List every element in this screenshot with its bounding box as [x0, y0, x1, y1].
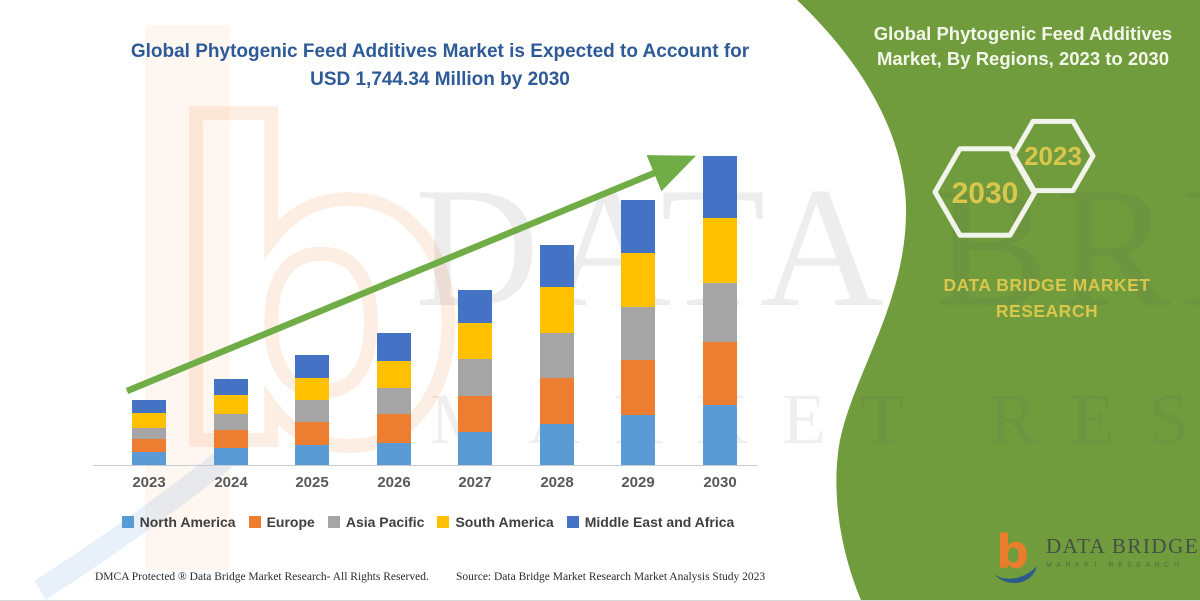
svg-text:b: b	[996, 528, 1029, 579]
bar-segment-asia-pacific-2023	[132, 428, 166, 439]
bar-segment-middle-east-and-africa-2029	[621, 199, 655, 253]
bar-segment-north-america-2024	[214, 448, 248, 465]
bar-segment-asia-pacific-2030	[703, 282, 737, 342]
bar-segment-asia-pacific-2025	[295, 400, 329, 423]
legend-item-south-america: South America	[437, 514, 554, 530]
data-bridge-logo: b DATA BRIDGE MARKET RESEARCH	[992, 528, 1199, 586]
side-panel-heading: Global Phytogenic Feed Additives Market,…	[873, 23, 1173, 69]
dmca-footer-text: DMCA Protected ® Data Bridge Market Rese…	[95, 571, 429, 583]
source-footer-text: Source: Data Bridge Market Research Mark…	[456, 571, 766, 583]
bar-segment-europe-2030	[703, 341, 737, 406]
bar-segment-middle-east-and-africa-2024	[214, 379, 248, 395]
bar-segment-asia-pacific-2024	[214, 413, 248, 430]
bar-segment-asia-pacific-2029	[621, 306, 655, 361]
bar-segment-asia-pacific-2028	[540, 332, 574, 379]
side-panel-brand-caption: DATA BRIDGE MARKET RESEARCH	[943, 275, 1151, 322]
x-axis-label-2029: 2029	[621, 474, 655, 491]
legend-swatch-north-america	[121, 516, 134, 528]
x-axis-label-2027: 2027	[458, 474, 492, 491]
legend-swatch-south-america	[437, 516, 450, 528]
x-axis-label-2028: 2028	[540, 474, 574, 491]
bar-segment-middle-east-and-africa-2023	[132, 399, 166, 414]
logo-brand-text: DATA BRIDGE	[1046, 534, 1200, 558]
bar-segment-north-america-2023	[132, 452, 166, 465]
bar-segment-europe-2023	[132, 438, 166, 453]
legend-label-north-america: North America	[139, 514, 236, 530]
legend-swatch-middle-east-and-africa	[566, 516, 579, 528]
legend-label-europe: Europe	[266, 514, 315, 530]
chart-legend: North America Europe Asia Pacific South Ame…	[92, 514, 764, 530]
bar-segment-south-america-2024	[214, 394, 248, 414]
bar-segment-south-america-2026	[377, 360, 411, 388]
bar-segment-middle-east-and-africa-2030	[703, 155, 737, 218]
legend-swatch-asia-pacific	[327, 516, 340, 528]
legend-item-middle-east-and-africa: Middle East and Africa	[566, 514, 735, 530]
x-axis-label-2024: 2024	[214, 474, 248, 491]
bar-segment-europe-2026	[377, 414, 411, 443]
bar-segment-north-america-2028	[540, 424, 574, 465]
bar-segment-south-america-2028	[540, 287, 574, 333]
x-axis-line	[93, 465, 758, 466]
headline-line2: USD 1,744.34 Million by 2030	[310, 68, 570, 90]
legend-item-north-america: North America	[121, 514, 236, 530]
bar-segment-south-america-2027	[458, 322, 492, 360]
data-bridge-logo-icon: b	[994, 528, 1037, 584]
x-axis-label-2023: 2023	[132, 474, 166, 491]
bar-segment-asia-pacific-2026	[377, 387, 411, 415]
legend-label-middle-east-and-africa: Middle East and Africa	[584, 514, 735, 530]
x-axis-label-2030: 2030	[703, 474, 737, 491]
legend-label-south-america: South America	[455, 514, 554, 530]
bar-segment-middle-east-and-africa-2025	[295, 355, 329, 379]
legend-label-asia-pacific: Asia Pacific	[345, 514, 425, 530]
legend-swatch-europe	[248, 516, 261, 528]
bar-segment-north-america-2029	[621, 415, 655, 465]
bar-segment-middle-east-and-africa-2027	[458, 290, 492, 323]
x-axis-label-2026: 2026	[377, 474, 411, 491]
bar-segment-south-america-2025	[295, 378, 329, 401]
bar-segment-europe-2025	[295, 422, 329, 445]
logo-sub-text: MARKET RESEARCH	[1046, 562, 1184, 569]
bar-segment-europe-2028	[540, 378, 574, 425]
chart-headline: Global Phytogenic Feed Additives Market …	[110, 38, 770, 93]
x-axis-label-2025: 2025	[295, 474, 329, 491]
legend-item-asia-pacific: Asia Pacific	[327, 514, 425, 530]
bar-segment-north-america-2025	[295, 444, 329, 465]
legend-item-europe: Europe	[248, 514, 315, 530]
bar-segment-asia-pacific-2027	[458, 359, 492, 397]
bar-segment-europe-2027	[458, 396, 492, 432]
bar-segment-europe-2029	[621, 360, 655, 415]
bar-segment-north-america-2027	[458, 431, 492, 465]
bar-segment-middle-east-and-africa-2026	[377, 333, 411, 361]
bar-segment-europe-2024	[214, 429, 248, 449]
bar-segment-middle-east-and-africa-2028	[540, 244, 574, 288]
headline-line1: Global Phytogenic Feed Additives Market …	[130, 41, 750, 62]
bar-segment-south-america-2029	[621, 252, 655, 307]
bar-segment-south-america-2023	[132, 413, 166, 429]
bar-segment-south-america-2030	[703, 217, 737, 283]
bar-segment-north-america-2026	[377, 442, 411, 465]
bar-segment-north-america-2030	[703, 405, 737, 465]
